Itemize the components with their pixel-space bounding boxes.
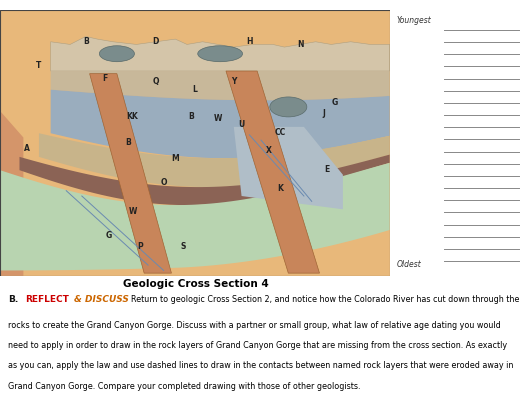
Polygon shape	[0, 10, 390, 276]
Polygon shape	[226, 71, 320, 273]
Text: as you can, apply the law and use dashed lines to draw in the contacts between n: as you can, apply the law and use dashed…	[8, 361, 513, 370]
Text: L: L	[192, 85, 197, 94]
Text: K: K	[278, 184, 283, 193]
Text: H: H	[246, 37, 253, 46]
Text: KK: KK	[127, 112, 139, 121]
Text: B.: B.	[8, 296, 18, 305]
Ellipse shape	[270, 97, 307, 117]
Text: W: W	[128, 208, 137, 216]
Text: Youngest: Youngest	[396, 17, 431, 26]
Text: REFLECT: REFLECT	[25, 296, 69, 305]
Text: X: X	[266, 146, 272, 155]
Text: W: W	[214, 114, 222, 123]
Text: Return to geologic Cross Section 2, and notice how the Colorado River has cut do: Return to geologic Cross Section 2, and …	[131, 296, 520, 305]
Text: F: F	[103, 74, 108, 84]
Polygon shape	[51, 71, 390, 100]
Text: P: P	[138, 242, 143, 251]
Polygon shape	[39, 133, 390, 187]
Text: A: A	[25, 144, 30, 152]
Text: U: U	[238, 120, 245, 129]
Text: B: B	[83, 37, 88, 46]
Text: D: D	[153, 37, 159, 46]
Polygon shape	[0, 111, 24, 276]
Text: Grand Canyon Gorge. Compare your completed drawing with those of other geologist: Grand Canyon Gorge. Compare your complet…	[8, 382, 360, 391]
Text: M: M	[172, 154, 179, 163]
Text: S: S	[180, 242, 186, 251]
Text: B: B	[188, 112, 194, 121]
Ellipse shape	[199, 46, 242, 61]
Text: B: B	[126, 138, 131, 147]
Ellipse shape	[100, 46, 133, 61]
Text: Oldest: Oldest	[396, 260, 421, 269]
Text: & DISCUSS: & DISCUSS	[74, 296, 129, 305]
Text: rocks to create the Grand Canyon Gorge. Discuss with a partner or small group, w: rocks to create the Grand Canyon Gorge. …	[8, 321, 501, 330]
Polygon shape	[51, 36, 390, 71]
Polygon shape	[89, 74, 172, 273]
Polygon shape	[51, 90, 390, 158]
Polygon shape	[19, 154, 390, 205]
Ellipse shape	[99, 46, 134, 62]
Text: N: N	[297, 40, 303, 49]
Text: Geologic Cross Section 4: Geologic Cross Section 4	[123, 279, 268, 289]
Text: Y: Y	[231, 77, 236, 86]
Polygon shape	[0, 163, 390, 271]
Text: G: G	[106, 231, 112, 240]
Text: T: T	[36, 61, 42, 70]
Text: O: O	[161, 178, 167, 187]
Text: need to apply in order to draw in the rock layers of Grand Canyon Gorge that are: need to apply in order to draw in the ro…	[8, 341, 507, 350]
Polygon shape	[234, 127, 343, 209]
Polygon shape	[0, 10, 66, 276]
Ellipse shape	[198, 46, 243, 62]
Text: Q: Q	[153, 77, 159, 86]
Text: J: J	[322, 109, 325, 118]
Text: E: E	[325, 165, 330, 174]
Text: CC: CC	[275, 128, 286, 137]
Text: G: G	[332, 98, 338, 108]
